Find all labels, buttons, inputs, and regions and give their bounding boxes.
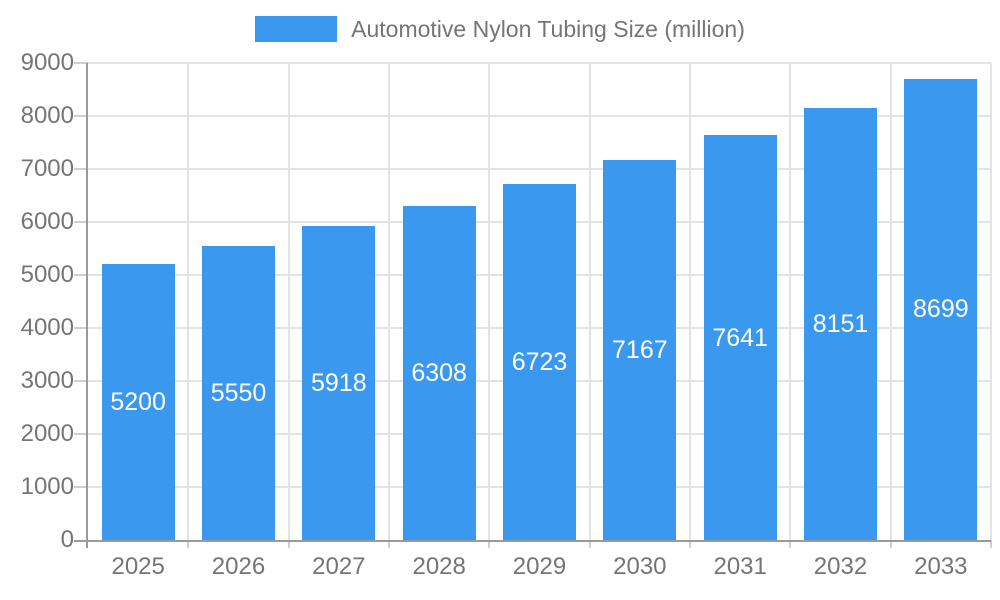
y-axis-tick [74, 115, 88, 117]
x-tick-label: 2026 [211, 553, 266, 580]
y-axis-tick [74, 221, 88, 223]
x-tick-label: 2029 [512, 553, 567, 580]
plot-area: 5200 5550 5918 6308 6723 7167 7641 8151 8699 [74, 62, 992, 548]
y-tick-label: 8000 [20, 102, 74, 129]
bar-value-label: 5550 [210, 378, 267, 407]
x-axis-tick [990, 540, 992, 548]
x-axis-tick [889, 540, 892, 548]
y-tick-label: 0 [60, 526, 74, 553]
bar-value-label: 6308 [411, 358, 467, 387]
y-axis-line [86, 63, 88, 548]
legend-item[interactable]: Automotive Nylon Tubing Size (million) [255, 15, 745, 43]
h-gridline [88, 168, 991, 170]
v-gridline [588, 63, 591, 540]
bar[interactable] [804, 107, 877, 540]
bar[interactable] [703, 135, 777, 540]
bar-value-label: 7641 [712, 323, 768, 352]
bar[interactable] [202, 245, 275, 540]
y-axis-tick [74, 380, 88, 382]
y-axis-tick [74, 168, 88, 170]
v-gridline [889, 63, 892, 540]
v-gridline [187, 63, 190, 540]
bar[interactable] [503, 183, 576, 540]
h-gridline [88, 115, 991, 117]
y-tick-label: 2000 [20, 420, 74, 447]
x-axis-tick [388, 540, 390, 548]
y-axis-tick [74, 62, 88, 64]
y-axis-tick [74, 486, 88, 488]
y-axis-tick [74, 433, 88, 435]
v-gridline [488, 63, 491, 540]
bar-value-label: 7167 [612, 336, 668, 365]
y-axis-tick [74, 327, 88, 329]
x-tick-label: 2031 [713, 553, 767, 580]
legend-label: Automotive Nylon Tubing Size (million) [351, 16, 745, 42]
x-tick-label: 2032 [813, 553, 868, 580]
x-axis-line [74, 540, 991, 542]
legend-swatch [255, 16, 338, 42]
x-tick-label: 2033 [914, 553, 968, 580]
y-tick-label: 5000 [20, 261, 74, 288]
y-tick-label: 4000 [20, 314, 74, 341]
y-tick-label: 1000 [20, 473, 74, 500]
y-tick-label: 7000 [20, 155, 74, 182]
legend: Automotive Nylon Tubing Size (million) [0, 15, 1000, 43]
x-axis-tick [488, 540, 491, 548]
bar[interactable] [402, 205, 476, 540]
y-tick-label: 9000 [20, 49, 74, 76]
v-gridline [990, 63, 992, 540]
bar-value-label: 6723 [511, 347, 568, 376]
v-gridline [287, 63, 290, 540]
x-tick-label: 2027 [312, 553, 366, 580]
bar[interactable] [101, 264, 175, 540]
y-axis-tick [74, 274, 88, 276]
v-gridline [388, 63, 390, 540]
h-gridline [88, 62, 991, 64]
bar[interactable] [302, 226, 376, 540]
v-gridline [689, 63, 691, 540]
y-tick-label: 6000 [20, 208, 74, 235]
x-tick-label: 2028 [412, 553, 466, 580]
bar[interactable] [904, 78, 978, 540]
y-tick-label: 3000 [20, 367, 74, 394]
x-axis-tick [689, 540, 691, 548]
bar[interactable] [603, 160, 677, 540]
x-tick-label: 2030 [613, 553, 667, 580]
bar-value-label: 8699 [913, 295, 969, 324]
bar-value-label: 8151 [812, 309, 869, 338]
x-tick-label: 2025 [111, 553, 165, 580]
x-axis-tick [187, 540, 190, 548]
x-axis-tick [287, 540, 290, 548]
bar-value-label: 5918 [311, 369, 367, 398]
x-axis-tick [789, 540, 792, 548]
bar-value-label: 5200 [110, 388, 166, 417]
v-gridline [789, 63, 792, 540]
x-axis-tick [588, 540, 591, 548]
